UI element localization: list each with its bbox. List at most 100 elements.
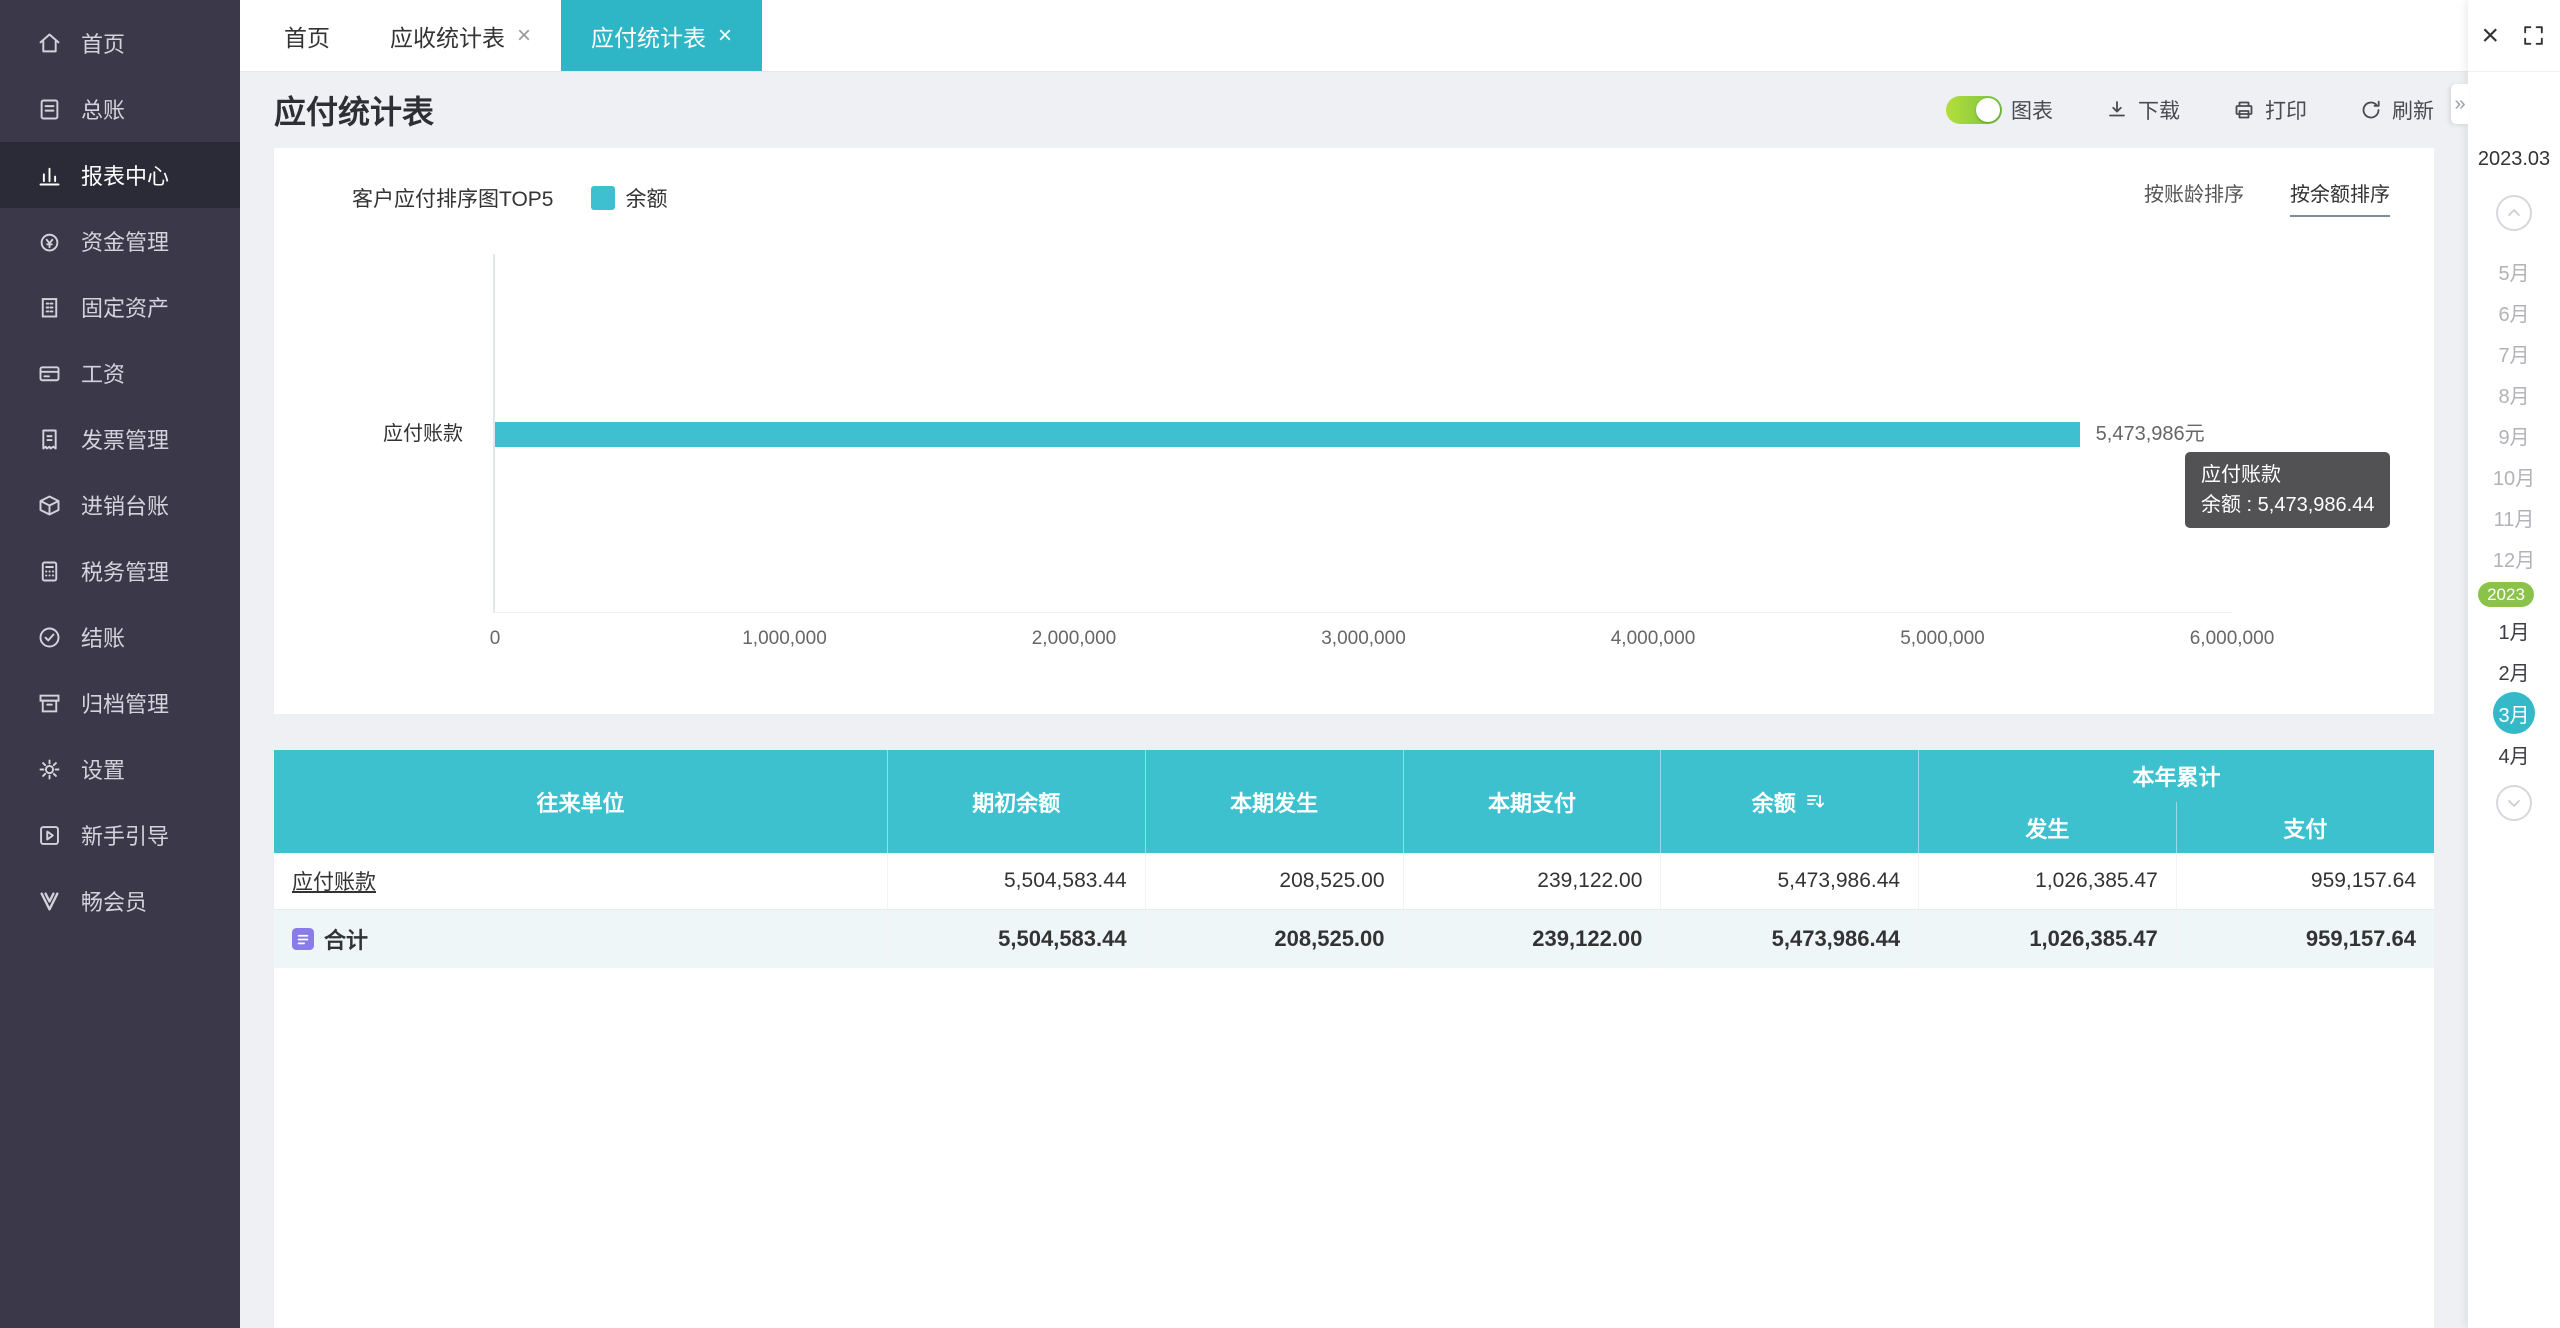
month-item-7[interactable]: 7月 [2498,345,2530,367]
year-badge: 2023 [2478,582,2534,607]
sidebar-item-settings[interactable]: 设置 [0,736,240,802]
balance-bar[interactable] [495,422,2080,447]
sidebar-item-invoice-management[interactable]: 发票管理 [0,406,240,472]
chart-panel-header: 客户应付排序图TOP5 余额 按账龄排序 按余额排序 [274,148,2434,217]
sort-descending-icon[interactable] [1804,790,1828,814]
month-item-11[interactable]: 11月 [2493,509,2535,531]
sidebar-item-tax-management[interactable]: 税务管理 [0,538,240,604]
sidebar-item-fixed-assets[interactable]: 固定资产 [0,274,240,340]
tooltip-value: 余额 : 5,473,986.44 [2201,494,2375,516]
sidebar-item-label: 归档管理 [81,692,170,717]
x-tick-label: 6,000,000 [2189,628,2275,649]
balance-header-label: 余额 [1751,790,1796,816]
fixed-asset-icon [36,294,63,321]
x-tick-label: 0 [489,628,501,649]
col-header-paid: 本期支付 [1402,750,1661,853]
cell-ytd-occur: 1,026,385.47 [1918,853,2177,910]
sidebar-item-label: 发票管理 [81,428,170,453]
chart-toggle-label: 图表 [2011,100,2053,123]
sidebar-item-member[interactable]: 畅会员 [0,868,240,934]
month-item-1[interactable]: 1月 [2498,622,2530,644]
total-row: 合计 5,504,583.44 208,525.00 239,122.00 5,… [274,909,2434,968]
bar-chart-plot: 5,473,986元 0 1,000,000 2,000,000 3,000,0… [490,254,2274,649]
x-tick-label: 4,000,000 [1610,628,1696,649]
closing-icon [36,624,63,651]
sidebar-item-label: 设置 [81,758,126,783]
total-ytd-paid: 959,157.64 [2175,909,2434,968]
refresh-button[interactable]: 刷新 [2359,95,2434,125]
sidebar-item-archive-management[interactable]: 归档管理 [0,670,240,736]
sort-by-age-button[interactable]: 按账龄排序 [2144,184,2244,206]
tab-home[interactable]: 首页 [254,0,360,71]
sidebar-item-fund-management[interactable]: 资金管理 [0,208,240,274]
cell-paid: 239,122.00 [1402,853,1661,910]
sidebar-item-report-center[interactable]: 报表中心 [0,142,240,208]
report-controls: 图表 下载 打印 刷新 [1946,95,2434,125]
sidebar-item-label: 税务管理 [81,560,170,585]
sidebar-item-label: 结账 [81,626,126,651]
unit-link-payable[interactable]: 应付账款 [292,870,376,894]
content-area: 应付统计表 图表 下载 打印 刷新 [240,72,2468,1328]
chart-toggle[interactable] [1946,96,2002,124]
close-icon[interactable]: × [517,21,532,49]
main-area: 首页 应收统计表 × 应付统计表 × 应付统计表 图表 下载 [240,0,2468,1328]
scroll-down-button[interactable] [2496,785,2532,821]
ledger-icon [36,96,63,123]
download-button[interactable]: 下载 [2105,95,2180,125]
legend-label: 余额 [625,187,668,211]
month-item-5[interactable]: 5月 [2498,263,2530,285]
collapse-rail-button[interactable]: » [2451,84,2469,124]
bar-value-label: 5,473,986元 [2095,423,2205,445]
sort-by-balance-button[interactable]: 按余额排序 [2290,178,2390,217]
total-icon [292,927,314,950]
cell-balance: 5,473,986.44 [1660,853,1919,910]
guide-icon [36,822,63,849]
cell-occur: 208,525.00 [1144,853,1404,910]
sidebar-item-closing[interactable]: 结账 [0,604,240,670]
month-item-3-selected[interactable]: 3月 [2493,692,2535,734]
tab-receivable-report[interactable]: 应收统计表 × [360,0,561,71]
tooltip-title: 应付账款 [2201,464,2281,486]
tab-payable-report[interactable]: 应付统计表 × [561,0,763,71]
col-header-ytd-paid: 支付 [2175,802,2434,853]
printer-icon [2235,101,2253,119]
month-item-9[interactable]: 9月 [2498,427,2530,449]
x-tick-label: 2,000,000 [1031,628,1117,649]
month-item-6[interactable]: 6月 [2498,304,2530,326]
sidebar-item-label: 新手引导 [81,824,170,849]
col-header-ytd-occur: 发生 [1918,802,2177,853]
period-rail: × » 2023.03 5月 6月 7月 8月 9月 10月 11月 12月 2… [2451,0,2560,1328]
sidebar-item-payroll[interactable]: 工资 [0,340,240,406]
col-header-opening: 期初余额 [886,750,1146,853]
total-opening: 5,504,583.44 [886,909,1146,968]
tab-label: 应收统计表 [390,24,505,51]
close-icon[interactable]: × [718,21,733,49]
download-label: 下载 [2138,100,2180,123]
sidebar-item-beginner-guide[interactable]: 新手引导 [0,802,240,868]
y-category-label: 应付账款 [383,423,463,445]
chart-tooltip: 应付账款 余额 : 5,473,986.44 [2185,452,2391,528]
month-item-8[interactable]: 8月 [2498,386,2530,408]
month-item-12[interactable]: 12月 [2492,550,2536,572]
sidebar-item-home[interactable]: 首页 [0,10,240,76]
x-tick-label: 3,000,000 [1321,628,1406,649]
payable-table: 往来单位 期初余额 本期发生 本期支付 余额 本年累计 发 [274,750,2434,968]
col-header-occur: 本期发生 [1144,750,1404,853]
print-button[interactable]: 打印 [2232,95,2307,125]
sidebar-item-general-ledger[interactable]: 总账 [0,76,240,142]
scroll-up-button[interactable] [2496,195,2532,231]
page-title: 应付统计表 [274,94,435,130]
fullscreen-icon[interactable] [2521,23,2546,48]
month-item-10[interactable]: 10月 [2492,468,2536,490]
table-panel: 往来单位 期初余额 本期发生 本期支付 余额 本年累计 发 [274,750,2434,1328]
chart-view-control: 图表 [1946,95,2053,125]
month-item-2[interactable]: 2月 [2498,663,2530,685]
month-item-4[interactable]: 4月 [2498,746,2530,768]
sidebar-item-purchase-sales-ledger[interactable]: 进销台账 [0,472,240,538]
table-row: 应付账款 5,504,583.44 208,525.00 239,122.00 … [274,853,2434,910]
sidebar-item-label: 固定资产 [81,296,170,321]
download-icon [2109,101,2125,117]
total-occur: 208,525.00 [1144,909,1404,968]
window-close-button[interactable]: × [2481,18,2499,52]
gear-icon [36,756,63,783]
